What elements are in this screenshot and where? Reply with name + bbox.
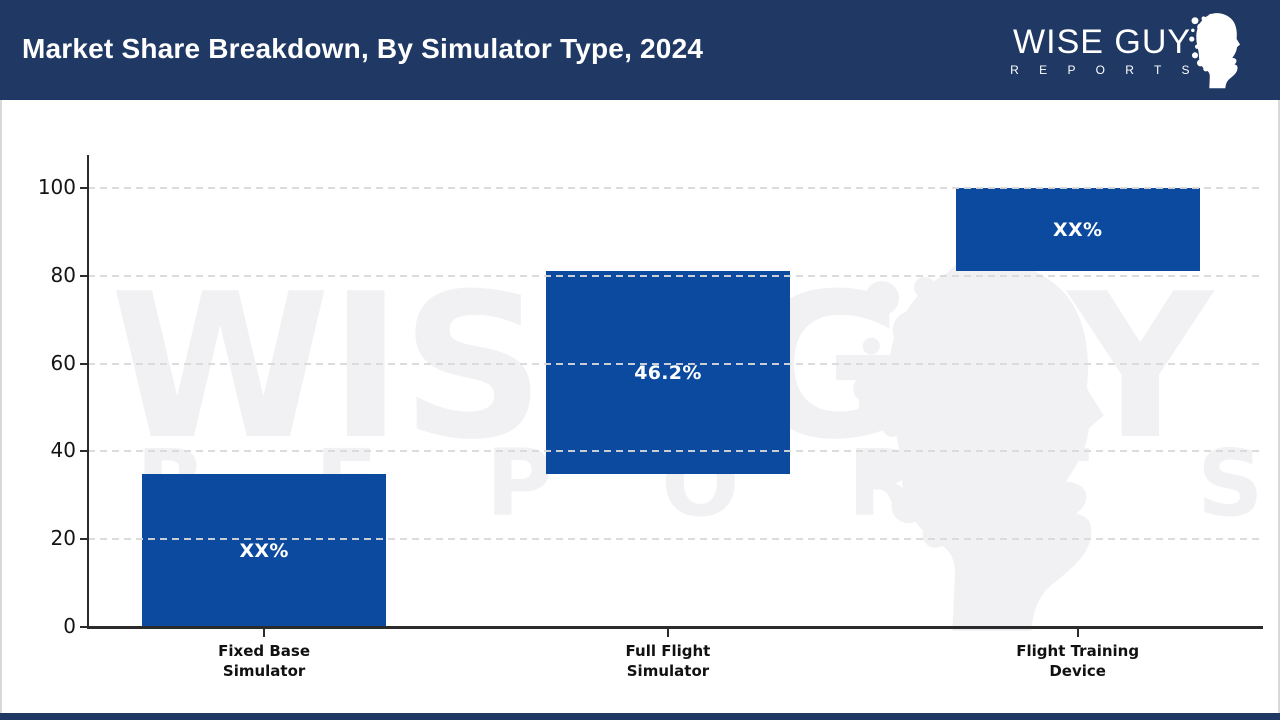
y-tick-label-60: 60 (50, 350, 76, 375)
bar-value-label: XX% (1053, 218, 1103, 241)
x-axis-label-1: Fixed Base Simulator (134, 641, 394, 682)
bar-value-label: 46.2% (634, 361, 702, 384)
gridline-y20 (88, 538, 1262, 541)
watermark-head-icon (853, 260, 1104, 631)
x-axis-label-3: Flight Training Device (948, 641, 1208, 682)
y-tick-label-40: 40 (50, 438, 76, 463)
wiseguy-logo: WISE GUY R E P O R T S (1006, 10, 1254, 92)
y-tick-mark-40 (80, 450, 88, 453)
x-axis-label-line: Fixed Base (218, 642, 311, 660)
y-tick-mark-60 (80, 362, 88, 365)
x-axis-label-line: Simulator (222, 662, 306, 681)
footer-bar (0, 713, 1280, 720)
y-axis-line (87, 155, 89, 628)
gridline-y40 (88, 450, 1262, 453)
x-axis-label-line: Flight Training (1016, 642, 1140, 660)
x-axis-label-line: Device (1049, 662, 1106, 681)
gridline-y60 (88, 362, 1262, 365)
bar-segment-1: XX% (142, 474, 387, 627)
y-tick-mark-80 (80, 274, 88, 277)
gridline-y80 (88, 274, 1262, 277)
y-tick-label-100: 100 (37, 175, 76, 199)
right-border (1278, 100, 1280, 713)
x-tick-mark-1 (263, 629, 266, 637)
y-tick-mark-0 (80, 626, 88, 628)
y-tick-label-80: 80 (50, 262, 76, 287)
left-border (0, 100, 2, 713)
x-axis-label-line: Simulator (626, 662, 710, 681)
x-tick-mark-2 (666, 629, 669, 637)
bar-value-label: XX% (239, 539, 289, 562)
gridline-y100 (88, 187, 1262, 189)
bar-segment-3: XX% (955, 188, 1200, 272)
y-tick-mark-100 (80, 187, 88, 189)
header-bar: Market Share Breakdown, By Simulator Typ… (0, 0, 1280, 100)
logo-head-icon (1189, 13, 1241, 89)
logo-wordmark: WISE GUY R E P O R T S (1006, 25, 1198, 77)
bar-segment-2: 46.2% (545, 271, 790, 475)
x-axis-label-2: Full Flight Simulator (538, 641, 798, 682)
chart-area: WISE GUY R E P O R T S XX% 46.2% XX% 0 20 40… (0, 100, 1280, 713)
y-tick-label-0: 0 (63, 614, 76, 638)
logo-reports-text: R E P O R T S (1010, 63, 1198, 77)
x-axis-label-line: Full Flight (625, 642, 711, 660)
x-axis-line (87, 626, 1263, 629)
y-tick-label-20: 20 (50, 526, 76, 551)
y-tick-mark-20 (80, 538, 88, 541)
x-tick-mark-3 (1076, 629, 1079, 637)
chart-title: Market Share Breakdown, By Simulator Typ… (22, 33, 704, 64)
logo-name-text: WISE GUY (1013, 23, 1192, 61)
